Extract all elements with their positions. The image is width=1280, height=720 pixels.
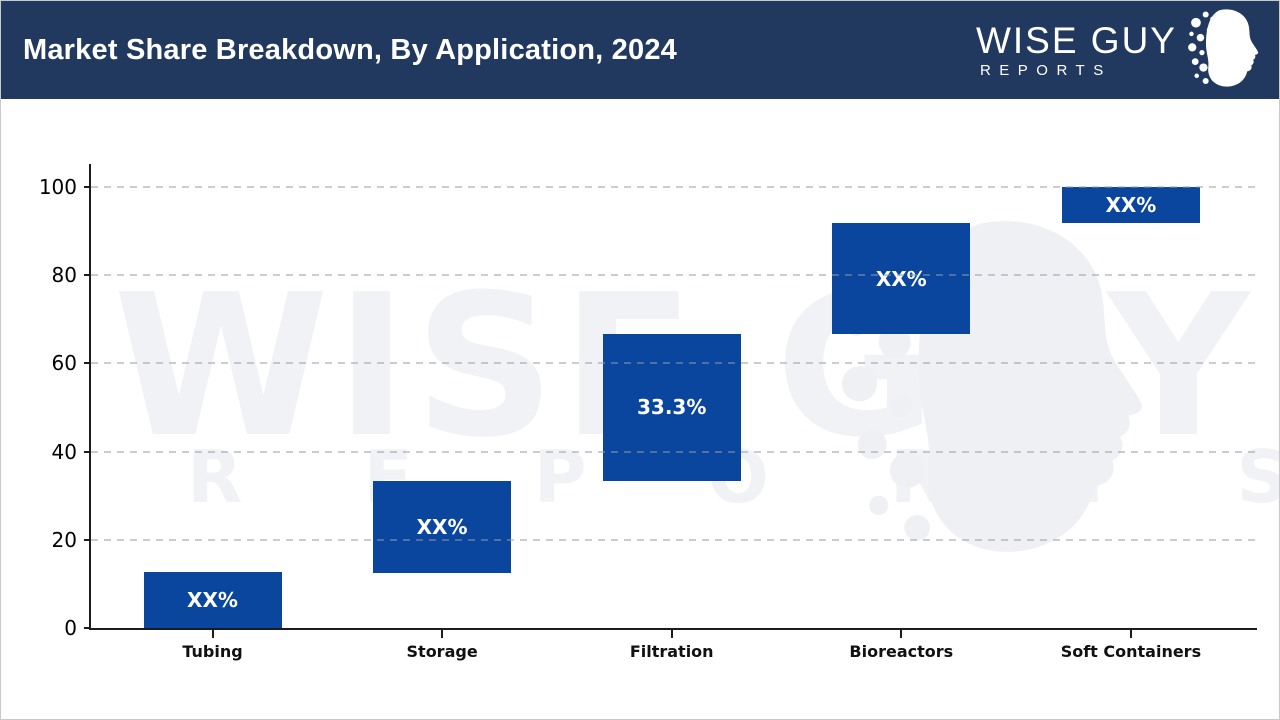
y-tickmark-40 bbox=[84, 450, 91, 453]
y-tickmark-20 bbox=[84, 538, 91, 541]
x-axis-line bbox=[89, 628, 1257, 630]
gridline-100 bbox=[91, 186, 1257, 188]
gridline-40 bbox=[91, 450, 1257, 453]
gridline-20 bbox=[91, 538, 1257, 541]
y-tick-label-100: 100 bbox=[38, 175, 77, 199]
x-tickmark-storage bbox=[441, 630, 444, 638]
bar-value-label-tubing: XX% bbox=[187, 588, 238, 613]
y-tick-label-40: 40 bbox=[51, 439, 77, 464]
x-tick-label-bioreactors: Bioreactors bbox=[849, 642, 954, 661]
x-tickmark-bioreactors bbox=[900, 630, 903, 638]
wiseguy-logo: WISE GUY REPORTS bbox=[976, 7, 1265, 93]
y-tickmark-60 bbox=[84, 362, 91, 365]
logo-text: WISE GUY REPORTS bbox=[976, 22, 1177, 78]
x-tick-label-filtration: Filtration bbox=[629, 642, 714, 661]
bar-bioreactors: XX% bbox=[832, 223, 971, 334]
bar-value-label-filtration: 33.3% bbox=[636, 395, 707, 420]
logo-subtitle: REPORTS bbox=[979, 62, 1112, 79]
gridline-80 bbox=[91, 274, 1257, 277]
y-tickmark-0 bbox=[84, 627, 91, 629]
x-tick-label-storage: Storage bbox=[406, 642, 478, 661]
x-tickmark-filtration bbox=[670, 630, 673, 638]
bar-value-label-bioreactors: XX% bbox=[875, 266, 927, 291]
y-tickmark-100 bbox=[84, 186, 91, 188]
bar-soft-containers: XX% bbox=[1061, 187, 1200, 224]
y-tick-label-60: 60 bbox=[51, 351, 77, 376]
y-tick-label-0: 0 bbox=[64, 616, 77, 640]
bar-value-label-soft-containers: XX% bbox=[1105, 193, 1157, 218]
gridline-60 bbox=[91, 362, 1257, 365]
x-tick-label-tubing: Tubing bbox=[182, 642, 243, 661]
x-tickmark-soft-containers bbox=[1129, 630, 1132, 638]
header-bar: Market Share Breakdown, By Application, … bbox=[1, 1, 1279, 99]
page-title: Market Share Breakdown, By Application, … bbox=[23, 33, 677, 66]
logo-face-icon bbox=[1188, 9, 1259, 87]
y-tickmark-80 bbox=[84, 274, 91, 277]
bar-filtration: 33.3% bbox=[602, 333, 741, 482]
chart-plot-area: WISE GUY R E P O R T S XX%TubingXX%Stora… bbox=[1, 99, 1279, 719]
x-tickmark-tubing bbox=[211, 630, 214, 638]
bar-tubing: XX% bbox=[143, 572, 282, 628]
logo-name: WISE GUY bbox=[975, 20, 1177, 61]
y-axis-line bbox=[89, 164, 91, 630]
bar-value-label-storage: XX% bbox=[416, 515, 468, 539]
y-tick-label-20: 20 bbox=[51, 527, 77, 552]
x-tick-label-soft-containers: Soft Containers bbox=[1060, 642, 1202, 661]
bar-storage: XX% bbox=[373, 481, 512, 573]
y-tick-label-80: 80 bbox=[51, 263, 77, 288]
